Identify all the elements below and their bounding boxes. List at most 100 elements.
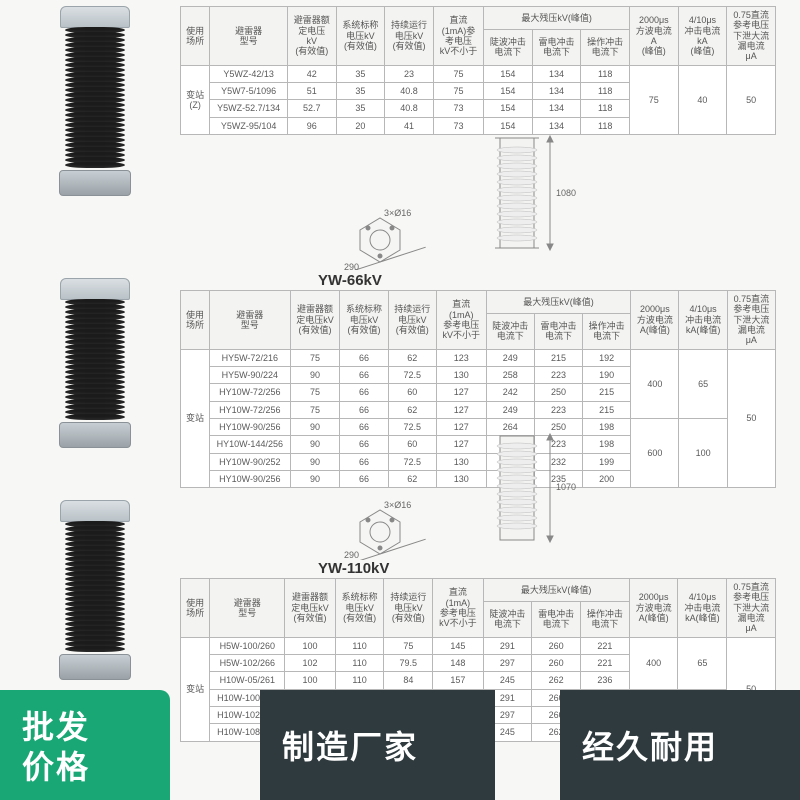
table-row: 变站(Z)Y5WZ-42/1342352375154134118754050 [181, 65, 776, 82]
table-cell: 75 [433, 65, 483, 82]
arrester-base [59, 654, 131, 680]
table-cell: 42 [288, 65, 337, 82]
table-cell: 102 [285, 655, 335, 672]
table-header: 系统标称电压kV(有效值) [340, 291, 388, 350]
table-header: 持续运行电压kV(有效值) [388, 291, 436, 350]
table-cell: 23 [385, 65, 434, 82]
badge-line: 制造厂家 [282, 727, 473, 767]
table-cell: 134 [532, 65, 581, 82]
table-header: 陡波冲击电流下 [486, 313, 534, 349]
table-header: 最大残压kV(峰值) [486, 291, 631, 314]
badge-manufacturer: 制造厂家 [260, 690, 495, 800]
table-cell: 变站(Z) [181, 65, 210, 134]
table-cell: 75 [290, 349, 340, 366]
table-cell: 52.7 [288, 100, 337, 117]
table-cell: 50 [727, 65, 776, 134]
table-header: 2000μs方波电流A(峰值) [631, 291, 679, 350]
dim-base: 290 [344, 550, 359, 560]
badge-wholesale-price: 批发 价格 [0, 690, 170, 800]
table-cell: HY10W-90/256 [209, 471, 290, 488]
table-cell: 100 [285, 637, 335, 654]
table-cell: 50 [727, 349, 775, 488]
table-cell: 100 [285, 672, 335, 689]
badge-line: 经久耐用 [582, 727, 778, 767]
table-cell: 75 [290, 384, 340, 401]
table-header: 避雷器型号 [209, 291, 290, 350]
table-cell: HY10W-144/256 [209, 436, 290, 453]
table-cell: 127 [436, 401, 486, 418]
table-cell: 260 [532, 637, 581, 654]
table-cell: 250 [534, 384, 582, 401]
dim-height: 1080 [556, 188, 576, 198]
table-cell: 62 [388, 401, 436, 418]
table-header: 避雷器额定电压kV(有效值) [285, 579, 335, 638]
table-header: 陡波冲击电流下 [483, 601, 532, 637]
table-cell: HY10W-90/252 [209, 453, 290, 470]
table-cell: 245 [483, 672, 532, 689]
table-cell: 51 [288, 83, 337, 100]
table-header: 使用场所 [181, 579, 210, 638]
table-cell: 400 [629, 637, 678, 689]
table-header: 系统标称电压kV(有效值) [335, 579, 384, 638]
table-header: 避雷器额定电压kV(有效值) [288, 7, 337, 66]
page-root: YW-66kV YW-110kV 使用场所避雷器型号避雷器额定电压kV(有效值)… [0, 0, 800, 800]
table-cell: 35 [336, 65, 385, 82]
dimension-sketch-2: 1070 3×Ø16 290 [320, 430, 620, 560]
badge-durable: 经久耐用 [560, 690, 800, 800]
table-header: 2000μs方波电流A(峰值) [629, 579, 678, 638]
table-header: 操作冲击电流下 [581, 29, 630, 65]
table-header: 使用场所 [181, 291, 210, 350]
table-cell: 40 [678, 65, 727, 134]
table-cell: 249 [486, 401, 534, 418]
table-cell: 100 [679, 419, 727, 488]
table-header: 4/10μs冲击电流kA(峰值) [678, 7, 727, 66]
table-cell: 215 [583, 384, 631, 401]
dim-base: 290 [344, 262, 359, 270]
table-cell: Y5WZ-52.7/134 [210, 100, 288, 117]
table-cell: 118 [581, 100, 630, 117]
table-row: 变站HY5W-72/2167566621232492151924006550 [181, 349, 776, 366]
badge-line: 价格 [22, 747, 148, 787]
table-cell: 110 [335, 672, 384, 689]
table-header: 直流(1mA)参考电压kV不小于 [433, 579, 483, 638]
table-cell: 62 [388, 349, 436, 366]
table-header: 0.75直流参考电压下泄大流漏电流μA [727, 7, 776, 66]
table-cell: 154 [484, 65, 533, 82]
table-cell: Y5WZ-42/13 [210, 65, 288, 82]
table-cell: 75 [290, 401, 340, 418]
table-cell: 66 [340, 401, 388, 418]
table-cell: 215 [583, 401, 631, 418]
table-header: 0.75直流参考电压下泄大流漏电流μA [727, 579, 776, 638]
table-cell: 223 [534, 367, 582, 384]
table-header: 直流(1mA)参考电压kV不小于 [436, 291, 486, 350]
dim-bolt: 3×Ø16 [384, 208, 411, 218]
arrester-photo-3 [50, 500, 140, 680]
table-cell: 134 [532, 100, 581, 117]
section-title-110kv: YW-110kV [318, 560, 389, 577]
table-cell: 84 [384, 672, 433, 689]
table-header: 4/10μs冲击电流kA(峰值) [679, 291, 727, 350]
table-cell: 258 [486, 367, 534, 384]
table-cell: 223 [534, 401, 582, 418]
table-header: 持续运行电压kV(有效值) [384, 579, 433, 638]
table-cell: 400 [631, 349, 679, 418]
table-cell: 变站 [181, 349, 210, 488]
table-cell: 221 [581, 637, 630, 654]
table-cell: HY5W-90/224 [209, 367, 290, 384]
table-cell: H10W-05/261 [210, 672, 285, 689]
table-header: 避雷器型号 [210, 7, 288, 66]
table-cell: 79.5 [384, 655, 433, 672]
table-cell: 215 [534, 349, 582, 366]
table-cell: 134 [532, 83, 581, 100]
arrester-cap [60, 278, 130, 300]
table-header: 持续运行电压kV(有效值) [385, 7, 434, 66]
dimension-sketch-1: 1080 3×Ø16 290 [320, 130, 620, 270]
table-header: 避雷器额定电压kV(有效值) [290, 291, 340, 350]
table-header: 系统标称电压kV(有效值) [336, 7, 385, 66]
table-cell: 221 [581, 655, 630, 672]
arrester-photo-2 [50, 278, 140, 448]
table-cell: H5W-100/260 [210, 637, 285, 654]
arrester-base [59, 170, 131, 196]
table-cell: 72.5 [388, 367, 436, 384]
table-cell: 60 [388, 384, 436, 401]
